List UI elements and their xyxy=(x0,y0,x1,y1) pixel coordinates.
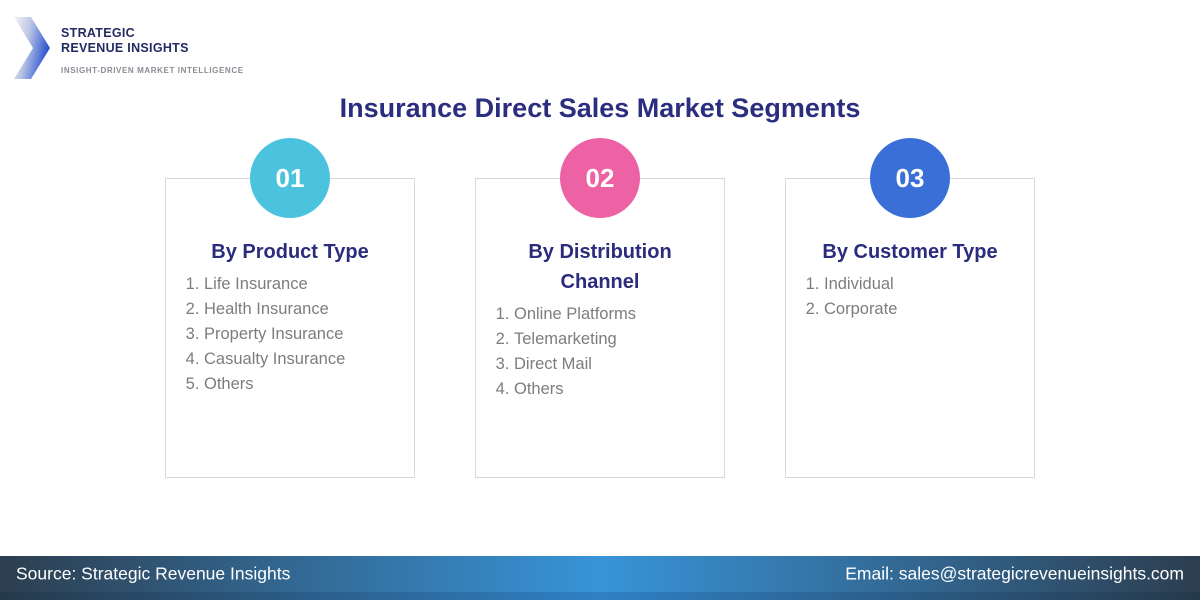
segment-card-product-type: 01 By Product Type Life Insurance Health… xyxy=(165,138,415,478)
segment-heading: By Product Type xyxy=(211,241,369,263)
list-item: Individual xyxy=(824,272,1024,297)
segment-card-distribution-channel: 02 By Distribution Channel Online Platfo… xyxy=(475,138,725,478)
footer-strip xyxy=(0,592,1200,600)
list-item: Casualty Insurance xyxy=(204,347,404,372)
segment-list: Online Platforms Telemarketing Direct Ma… xyxy=(476,302,724,402)
segment-heading: By Distribution Channel xyxy=(528,241,672,293)
list-item: Life Insurance xyxy=(204,272,404,297)
segment-heading: By Customer Type xyxy=(822,241,998,263)
segment-list: Life Insurance Health Insurance Property… xyxy=(166,272,414,397)
list-item: Others xyxy=(514,377,714,402)
logo-tagline: INSIGHT-DRIVEN MARKET INTELLIGENCE xyxy=(61,66,244,75)
segment-number-badge: 01 xyxy=(250,138,330,218)
segment-number-badge: 03 xyxy=(870,138,950,218)
logo-name-line1: STRATEGIC xyxy=(61,26,135,40)
list-item: Online Platforms xyxy=(514,302,714,327)
segment-list: Individual Corporate xyxy=(786,272,1034,322)
list-item: Health Insurance xyxy=(204,297,404,322)
list-item: Telemarketing xyxy=(514,327,714,352)
logo: STRATEGIC REVENUE INSIGHTS INSIGHT-DRIVE… xyxy=(14,17,244,79)
list-item: Direct Mail xyxy=(514,352,714,377)
list-item: Property Insurance xyxy=(204,322,404,347)
logo-name-line2: REVENUE INSIGHTS xyxy=(61,41,189,55)
list-item: Others xyxy=(204,372,404,397)
source-text: Source: Strategic Revenue Insights xyxy=(16,563,291,584)
footer-bar: Source: Strategic Revenue Insights Email… xyxy=(0,556,1200,592)
page-title: Insurance Direct Sales Market Segments xyxy=(339,93,861,123)
segment-card-customer-type: 03 By Customer Type Individual Corporate xyxy=(785,138,1035,478)
list-item: Corporate xyxy=(824,297,1024,322)
logo-text: STRATEGIC REVENUE INSIGHTS INSIGHT-DRIVE… xyxy=(61,17,244,75)
email-text: Email: sales@strategicrevenueinsights.co… xyxy=(845,563,1184,584)
segment-number-badge: 02 xyxy=(560,138,640,218)
chevron-logo-icon xyxy=(14,17,50,79)
